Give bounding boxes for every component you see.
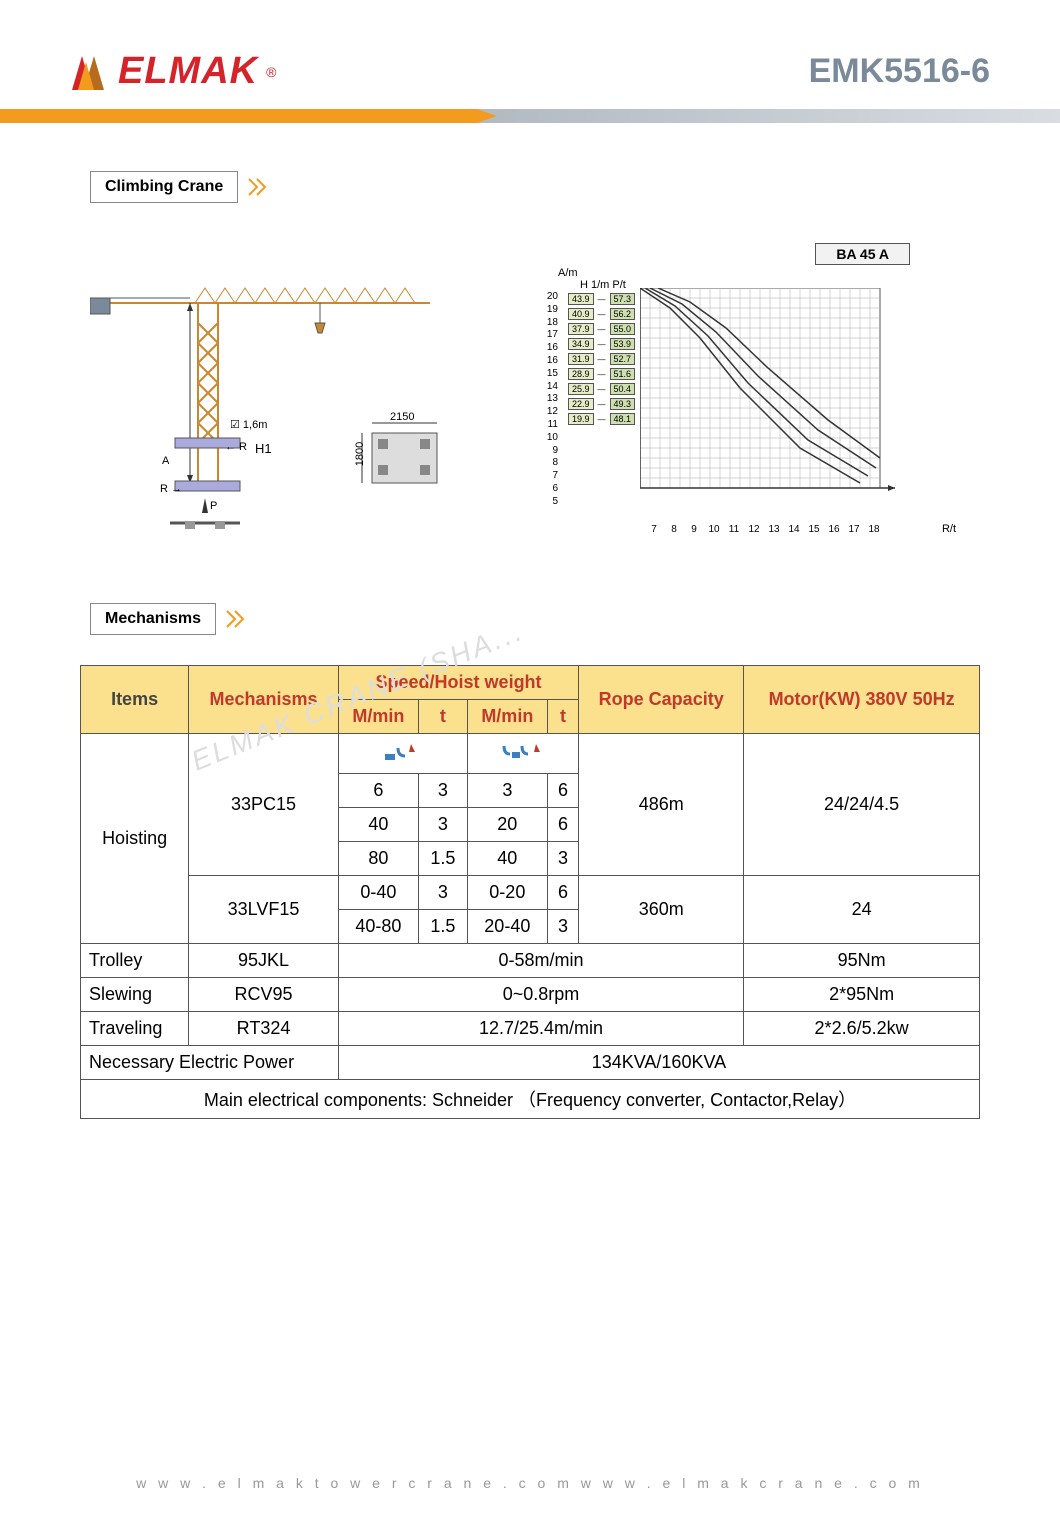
- hook-icon-single: [338, 734, 467, 774]
- chevron-right-icon: [247, 177, 277, 197]
- slewing-motor: 2*95Nm: [744, 978, 980, 1012]
- table-cell: 3: [418, 774, 467, 808]
- divider-banner: [0, 109, 1060, 131]
- clearance-label: ☑ 1,6m: [230, 418, 267, 431]
- mech1-motor: 24/24/4.5: [744, 734, 980, 876]
- col-rope: Rope Capacity: [579, 666, 744, 734]
- col-t1: t: [418, 700, 467, 734]
- registered-icon: ®: [266, 64, 276, 80]
- capacity-chart: BA 45 A A/m H 1/m P/t 201918171616151413…: [540, 243, 970, 553]
- traveling-mech: RT324: [189, 1012, 339, 1046]
- mech1-name: 33PC15: [189, 734, 339, 876]
- crane-drawing: ☑ 1,6m H1 ← R A R → P 2150 1800: [90, 243, 470, 543]
- h1-label: H1: [255, 441, 272, 456]
- table-cell: 40: [467, 842, 547, 876]
- slewing-mech: RCV95: [189, 978, 339, 1012]
- col-t2: t: [547, 700, 578, 734]
- dim-width-label: 2150: [390, 411, 414, 423]
- chart-x-ticks: 789101112131415161718: [644, 524, 884, 535]
- col-speed: Speed/Hoist weight: [338, 666, 578, 700]
- trolley-label: Trolley: [81, 944, 189, 978]
- diagram-row: ☑ 1,6m H1 ← R A R → P 2150 1800 BA 45 A …: [0, 203, 1060, 563]
- col-mechanisms: Mechanisms: [189, 666, 339, 734]
- trolley-speed: 0-58m/min: [338, 944, 743, 978]
- r-arrow-label: ← R: [225, 441, 247, 453]
- table-cell: 6: [338, 774, 418, 808]
- mechanisms-table: Items Mechanisms Speed/Hoist weight Rope…: [80, 665, 980, 1119]
- table-cell: 80: [338, 842, 418, 876]
- table-footer: Main electrical components: Schneider （F…: [81, 1080, 980, 1119]
- table-cell: 40: [338, 808, 418, 842]
- col-motor: Motor(KW) 380V 50Hz: [744, 666, 980, 734]
- table-cell: 1.5: [418, 842, 467, 876]
- chart-data-boxes: 43.9—57.340.9—56.237.9—55.034.9—53.931.9…: [568, 293, 635, 428]
- mech2-motor: 24: [744, 876, 980, 944]
- mech1-rope: 486m: [579, 734, 744, 876]
- table-cell: 20: [467, 808, 547, 842]
- brand-logo: ELMAK ®: [70, 50, 276, 93]
- section-mechanisms: Mechanisms: [90, 603, 216, 635]
- hoisting-label: Hoisting: [81, 734, 189, 944]
- table-cell: 3: [547, 842, 578, 876]
- power-label: Necessary Electric Power: [81, 1046, 339, 1080]
- a-label: A: [162, 455, 169, 467]
- slewing-speed: 0~0.8rpm: [338, 978, 743, 1012]
- axis-am: A/m: [558, 267, 578, 279]
- brand-name: ELMAK: [118, 50, 258, 93]
- col-items: Items: [81, 666, 189, 734]
- slewing-label: Slewing: [81, 978, 189, 1012]
- footer-urls: w w w . e l m a k t o w e r c r a n e . …: [0, 1475, 1060, 1491]
- axis-rt: R/t: [942, 523, 956, 535]
- traveling-speed: 12.7/25.4m/min: [338, 1012, 743, 1046]
- model-number: EMK5516-6: [809, 52, 990, 91]
- table-cell: 6: [547, 774, 578, 808]
- table-cell: 3: [418, 808, 467, 842]
- trolley-mech: 95JKL: [189, 944, 339, 978]
- col-mmin2: M/min: [467, 700, 547, 734]
- page-header: ELMAK ® EMK5516-6: [0, 0, 1060, 103]
- power-value: 134KVA/160KVA: [338, 1046, 979, 1080]
- dim-height-label: 1800: [354, 442, 366, 466]
- table-cell: 3: [467, 774, 547, 808]
- chart-grid: [640, 288, 900, 503]
- traveling-motor: 2*2.6/5.2kw: [744, 1012, 980, 1046]
- hook-icon-double: [467, 734, 578, 774]
- mech2-name: 33LVF15: [189, 876, 339, 944]
- traveling-label: Traveling: [81, 1012, 189, 1046]
- chevron-right-icon: [225, 609, 255, 629]
- section-climbing-crane: Climbing Crane: [90, 171, 238, 203]
- trolley-motor: 95Nm: [744, 944, 980, 978]
- table-cell: 6: [547, 808, 578, 842]
- p-label: P: [210, 500, 217, 512]
- mech2-rope: 360m: [579, 876, 744, 944]
- chart-y-ticks: 20191817161615141312111098765: [540, 291, 558, 509]
- col-mmin1: M/min: [338, 700, 418, 734]
- chart-title: BA 45 A: [815, 243, 910, 265]
- r-label: R →: [160, 483, 182, 495]
- elmak-logo-icon: [70, 52, 110, 92]
- axis-sub: H 1/m P/t: [580, 279, 626, 291]
